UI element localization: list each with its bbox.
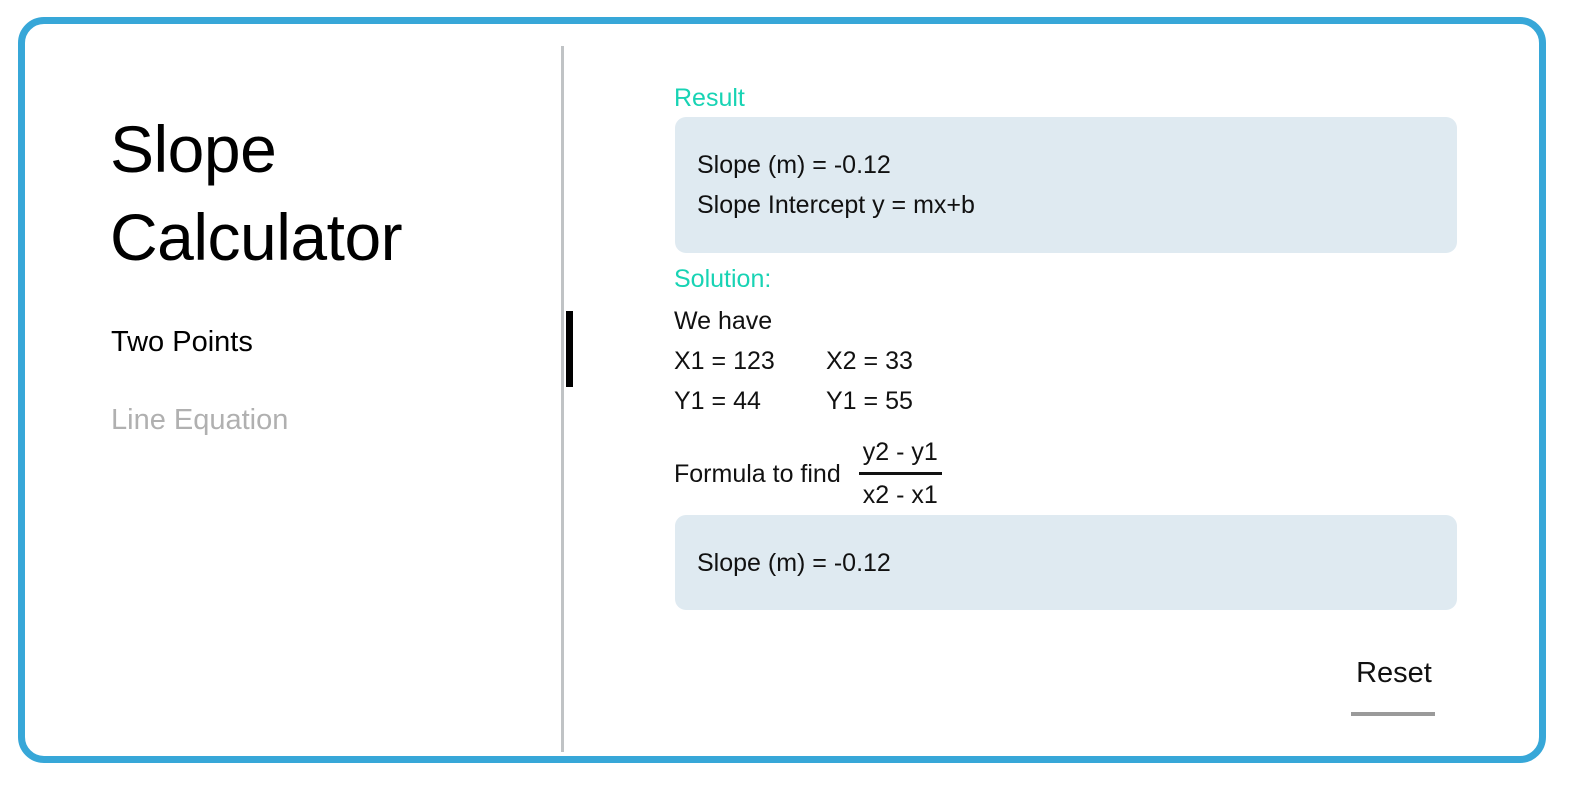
page-title-line-2: Calculator [110,200,403,274]
right-panel: Result Slope (m) = -0.12 Slope Intercept… [585,24,1539,756]
solution-heading: Solution: [674,265,772,293]
page-title: Slope Calculator [110,105,510,281]
left-panel: Slope Calculator Two Points Line Equatio… [25,24,555,756]
point-y2: Y1 = 55 [826,387,913,415]
reset-button-label: Reset [1356,657,1432,689]
point-x1: X1 = 123 [674,347,775,375]
point-x2: X2 = 33 [826,347,913,375]
final-result-box: Slope (m) = -0.12 [675,515,1457,610]
result-summary-box: Slope (m) = -0.12 Slope Intercept y = mx… [675,117,1457,253]
result-heading: Result [674,84,745,112]
formula-row: Formula to find y2 - y1 x2 - x1 [674,438,1374,509]
slope-fraction: y2 - y1 x2 - x1 [858,438,942,509]
app-window: Slope Calculator Two Points Line Equatio… [18,17,1546,763]
solution-body: We have X1 = 123 X2 = 33 Y1 = 44 Y1 = 55… [674,306,1374,509]
active-tab-indicator [566,311,573,387]
result-slope-intercept: Slope Intercept y = mx+b [697,191,975,219]
solution-intro: We have [674,307,773,335]
app-window-inner: Slope Calculator Two Points Line Equatio… [25,24,1539,756]
tab-two-points[interactable]: Two Points [111,326,253,358]
fraction-denominator: x2 - x1 [862,481,938,509]
formula-label: Formula to find [674,459,841,488]
reset-button-underline [1351,712,1435,716]
given-points-grid: X1 = 123 X2 = 33 Y1 = 44 Y1 = 55 [674,346,1374,416]
fraction-bar [858,472,942,475]
tab-line-equation[interactable]: Line Equation [111,404,289,436]
reset-button[interactable]: Reset [1351,656,1437,716]
panel-divider [561,46,564,752]
result-slope-value: Slope (m) = -0.12 [697,151,891,179]
point-y1: Y1 = 44 [674,387,761,415]
fraction-numerator: y2 - y1 [862,438,938,466]
page-title-line-1: Slope [110,112,277,186]
mode-tab-list: Two Points Line Equation [111,324,511,480]
final-slope-value: Slope (m) = -0.12 [697,549,891,577]
